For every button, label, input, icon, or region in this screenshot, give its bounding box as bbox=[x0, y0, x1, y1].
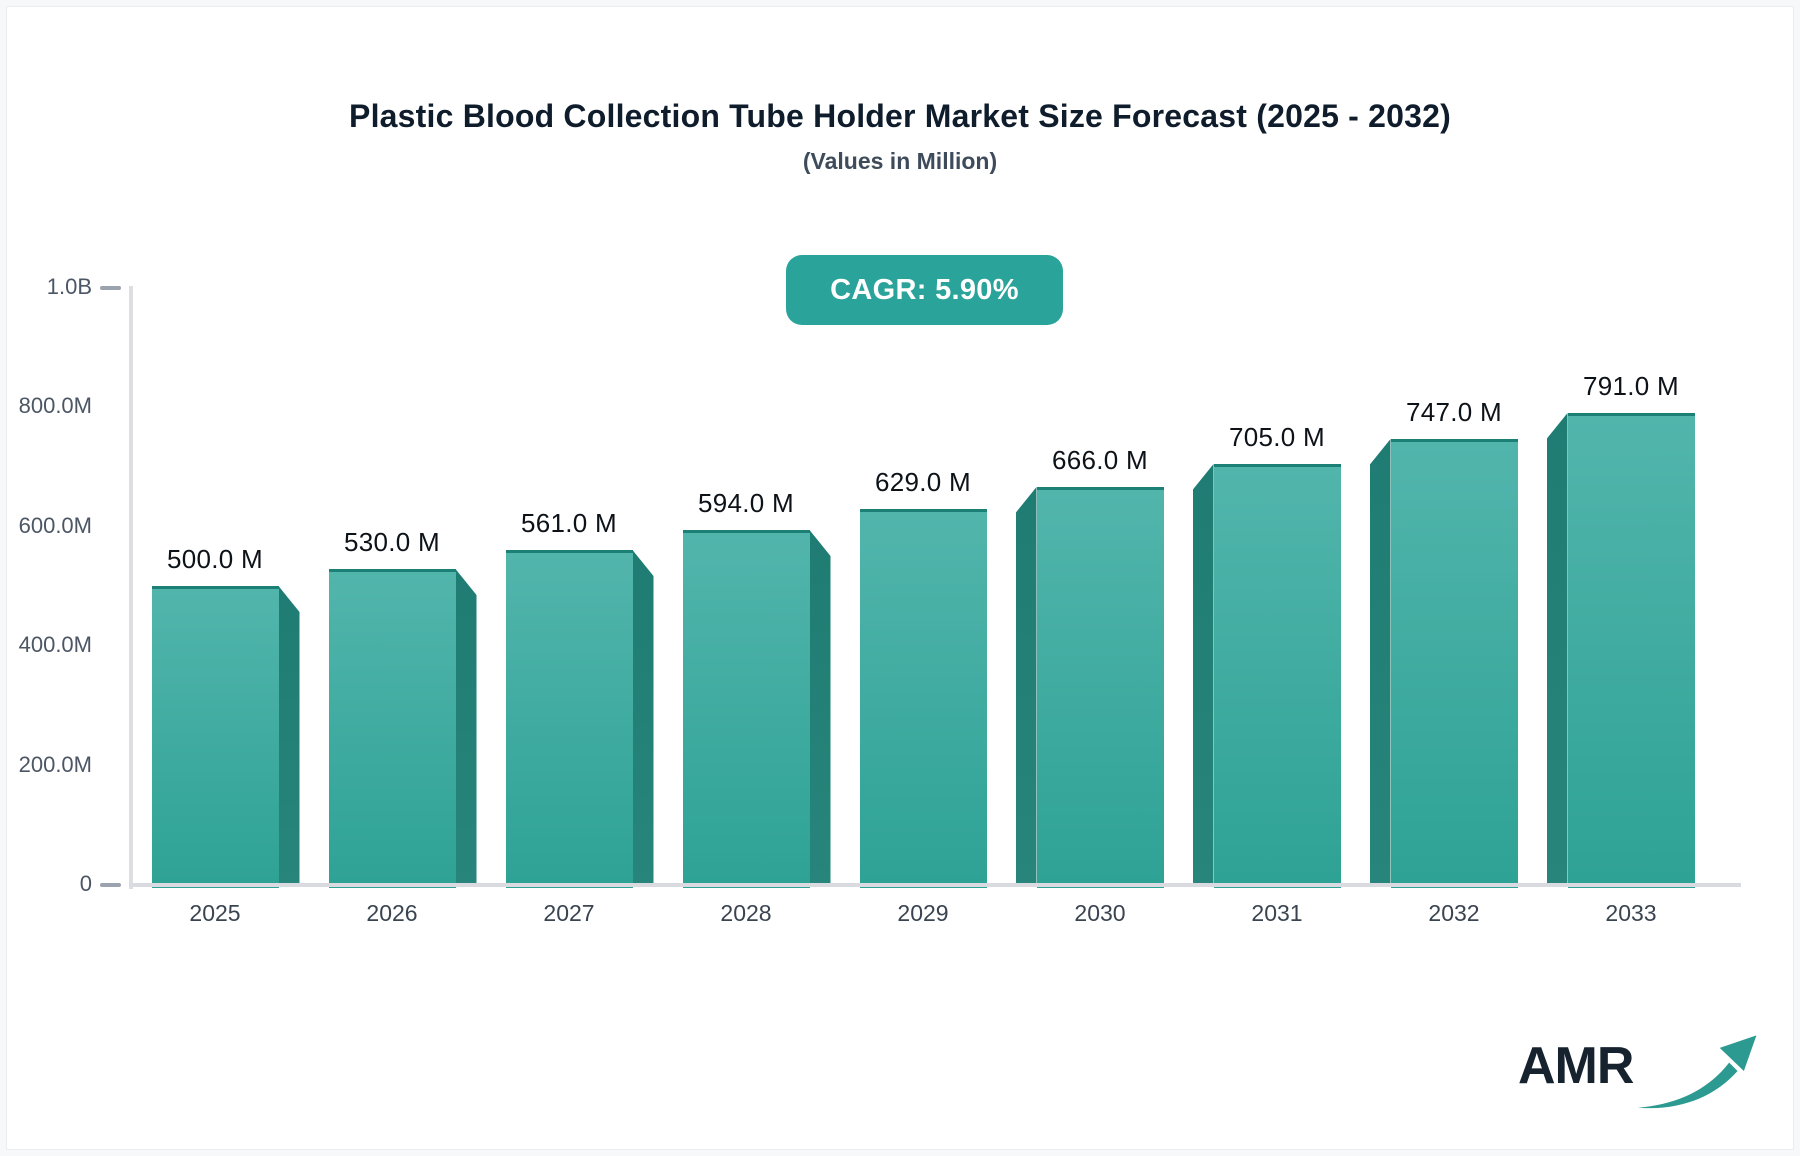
y-axis-tick-mark bbox=[100, 883, 121, 887]
bar-side-face bbox=[1015, 487, 1037, 885]
bar-value-label: 561.0 M bbox=[520, 508, 618, 538]
bar-value-label: 594.0 M bbox=[697, 488, 795, 518]
x-axis-tick-label: 2025 bbox=[189, 900, 241, 926]
x-axis-tick-label: 2028 bbox=[720, 900, 772, 926]
chart-subtitle: (Values in Million) bbox=[802, 148, 998, 174]
y-axis-tick-label: 0 bbox=[79, 871, 92, 896]
y-axis-tick-label: 1.0B bbox=[46, 274, 92, 299]
bar-2027 bbox=[505, 550, 633, 888]
bar-2031 bbox=[1213, 464, 1341, 888]
amr-logo-text: AMR bbox=[1518, 1037, 1634, 1095]
cagr-badge: CAGR: 5.90% bbox=[786, 255, 1063, 325]
bar-value-label: 500.0 M bbox=[166, 544, 264, 574]
bar-2033 bbox=[1567, 413, 1695, 888]
x-axis-tick-label: 2032 bbox=[1428, 900, 1480, 926]
bar-2026 bbox=[328, 569, 456, 888]
bar-value-label: 666.0 M bbox=[1051, 445, 1149, 475]
y-axis-tick-label: 800.0M bbox=[18, 393, 92, 419]
x-axis-tick-label: 2030 bbox=[1074, 900, 1126, 926]
bar-2032 bbox=[1390, 439, 1518, 888]
x-axis-tick-label: 2026 bbox=[366, 900, 418, 926]
bar-2029 bbox=[859, 509, 987, 888]
x-axis-tick-label: 2033 bbox=[1605, 900, 1657, 926]
bar-2025 bbox=[151, 586, 279, 888]
bar-2028 bbox=[682, 530, 810, 888]
y-axis-line bbox=[129, 286, 133, 889]
bar-value-label: 747.0 M bbox=[1405, 397, 1503, 427]
bar-value-label: 629.0 M bbox=[874, 467, 972, 497]
growth-arrow-icon bbox=[1637, 1035, 1757, 1109]
bar-side-face bbox=[632, 550, 654, 885]
x-axis-tick-label: 2029 bbox=[897, 900, 949, 926]
bar-side-face bbox=[809, 530, 831, 885]
x-axis-baseline bbox=[129, 883, 1741, 887]
chart-title: Plastic Blood Collection Tube Holder Mar… bbox=[349, 98, 1451, 134]
bar-2030 bbox=[1036, 487, 1164, 888]
y-axis-tick-label: 400.0M bbox=[18, 632, 92, 658]
bar-value-label: 791.0 M bbox=[1582, 371, 1680, 401]
bar-side-face bbox=[278, 586, 300, 885]
x-axis-tick-label: 2031 bbox=[1251, 900, 1303, 926]
bar-side-face bbox=[1192, 464, 1214, 885]
bar-side-face bbox=[1546, 413, 1568, 885]
bar-value-label: 530.0 M bbox=[343, 527, 441, 557]
x-axis-tick-label: 2027 bbox=[543, 900, 595, 926]
y-axis-tick-mark bbox=[100, 286, 121, 290]
bar-side-face bbox=[455, 569, 477, 885]
y-axis-tick-label: 600.0M bbox=[18, 512, 92, 538]
bar-value-label: 705.0 M bbox=[1228, 422, 1326, 452]
amr-logo: AMR bbox=[1518, 1028, 1768, 1118]
bar-side-face bbox=[1369, 439, 1391, 885]
y-axis-tick-label: 200.0M bbox=[18, 751, 92, 777]
